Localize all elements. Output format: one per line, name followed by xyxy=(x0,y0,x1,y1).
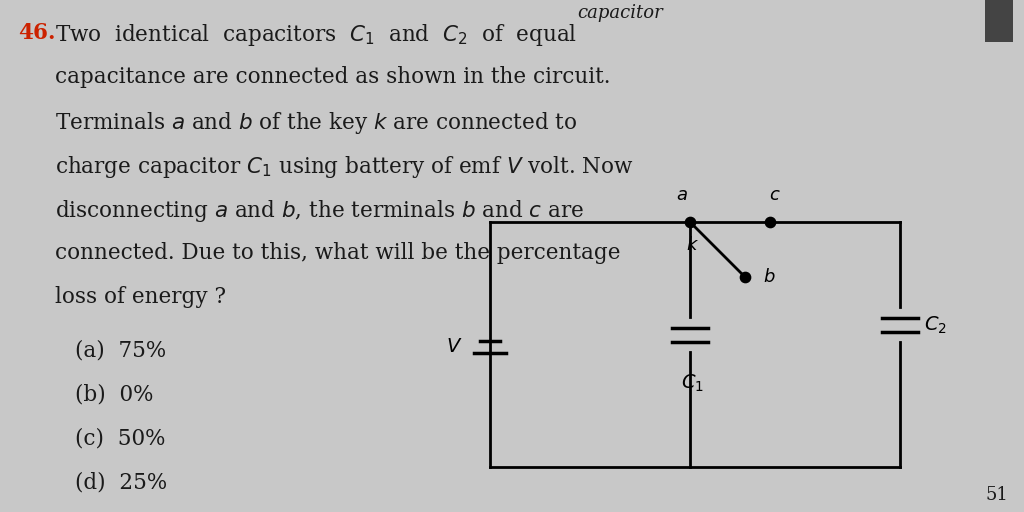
Text: connected. Due to this, what will be the percentage: connected. Due to this, what will be the… xyxy=(55,242,621,264)
Text: (a)  75%: (a) 75% xyxy=(75,340,166,362)
Text: (b)  0%: (b) 0% xyxy=(75,384,154,406)
Text: disconnecting $a$ and $b$, the terminals $b$ and $c$ are: disconnecting $a$ and $b$, the terminals… xyxy=(55,198,584,224)
Text: capacitance are connected as shown in the circuit.: capacitance are connected as shown in th… xyxy=(55,66,610,88)
Text: $b$: $b$ xyxy=(763,268,775,286)
FancyBboxPatch shape xyxy=(985,0,1013,42)
Text: Terminals $a$ and $b$ of the key $k$ are connected to: Terminals $a$ and $b$ of the key $k$ are… xyxy=(55,110,578,136)
Text: $a$: $a$ xyxy=(676,186,688,204)
Text: (c)  50%: (c) 50% xyxy=(75,428,166,450)
Text: 51: 51 xyxy=(985,486,1008,504)
Text: $c$: $c$ xyxy=(769,186,781,204)
Text: $V$: $V$ xyxy=(445,338,462,356)
Text: capacitor: capacitor xyxy=(578,4,663,22)
Text: $C_2$: $C_2$ xyxy=(924,314,947,336)
Text: (d)  25%: (d) 25% xyxy=(75,472,167,494)
Text: Two  identical  capacitors  $C_1$  and  $C_2$  of  equal: Two identical capacitors $C_1$ and $C_2$… xyxy=(55,22,578,48)
Point xyxy=(762,218,778,226)
Text: charge capacitor $C_1$ using battery of emf $V$ volt. Now: charge capacitor $C_1$ using battery of … xyxy=(55,154,634,180)
Text: 46.: 46. xyxy=(18,22,55,44)
Text: loss of energy ?: loss of energy ? xyxy=(55,286,226,308)
Text: $k$: $k$ xyxy=(686,236,699,253)
Text: $C_1$: $C_1$ xyxy=(681,373,703,394)
Point xyxy=(682,218,698,226)
Point xyxy=(737,273,754,281)
